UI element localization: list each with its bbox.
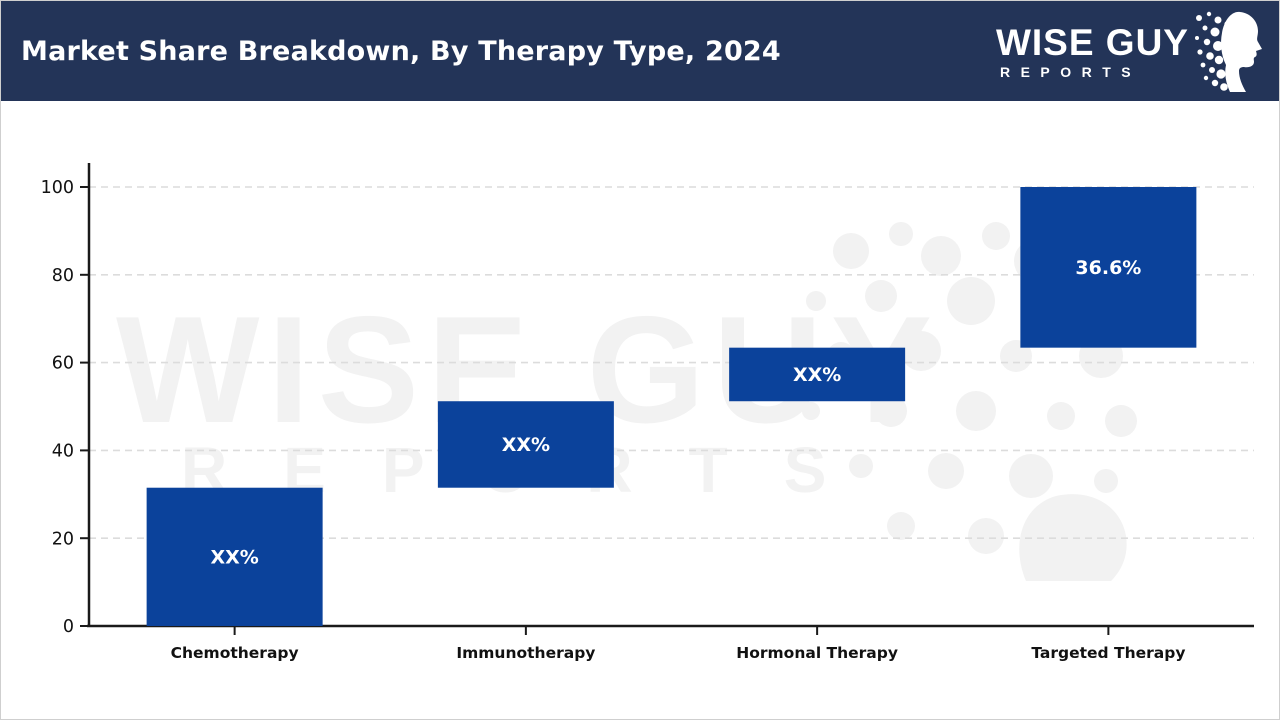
- y-tick-label-100: 100: [41, 178, 74, 198]
- chart-title: Market Share Breakdown, By Therapy Type,…: [21, 35, 781, 67]
- logo-subtext: REPORTS: [999, 63, 1142, 80]
- bar-hormonal-therapy: [729, 347, 906, 402]
- y-tick-label-60: 60: [52, 354, 74, 374]
- y-tick-label-80: 80: [52, 266, 74, 286]
- y-tick-label-40: 40: [52, 442, 74, 462]
- y-tick-label-0: 0: [63, 617, 74, 637]
- logo-wordmark: WISE GUY: [995, 21, 1189, 63]
- logo-face-icon: [1195, 11, 1262, 93]
- bar-immunotherapy: [437, 401, 614, 488]
- bar-label-3: XX%: [793, 364, 841, 386]
- bar-label-1: XX%: [210, 547, 258, 569]
- header-bar: Market Share Breakdown, By Therapy Type,…: [1, 1, 1279, 101]
- bar-label-4: 36.6%: [1075, 257, 1141, 279]
- x-tick-label-4: Targeted Therapy: [1031, 644, 1185, 662]
- x-tick-label-2: Immunotherapy: [456, 644, 595, 662]
- bar-chemotherapy: [146, 487, 323, 626]
- x-tick-label-3: Hormonal Therapy: [736, 644, 898, 662]
- bar-targeted-therapy: [1020, 187, 1197, 348]
- bar-label-2: XX%: [502, 434, 550, 456]
- wise-guy-logo: WISE GUY REPORTS: [996, 8, 1263, 94]
- waterfall-chart: 0 20 40 60 80 100 XX% Chemotherapy XX% Immunother…: [41, 163, 1254, 662]
- logo-text: WISE GUY REPORTS: [996, 24, 1189, 79]
- y-tick-label-20: 20: [52, 529, 74, 549]
- x-tick-label-1: Chemotherapy: [171, 644, 299, 662]
